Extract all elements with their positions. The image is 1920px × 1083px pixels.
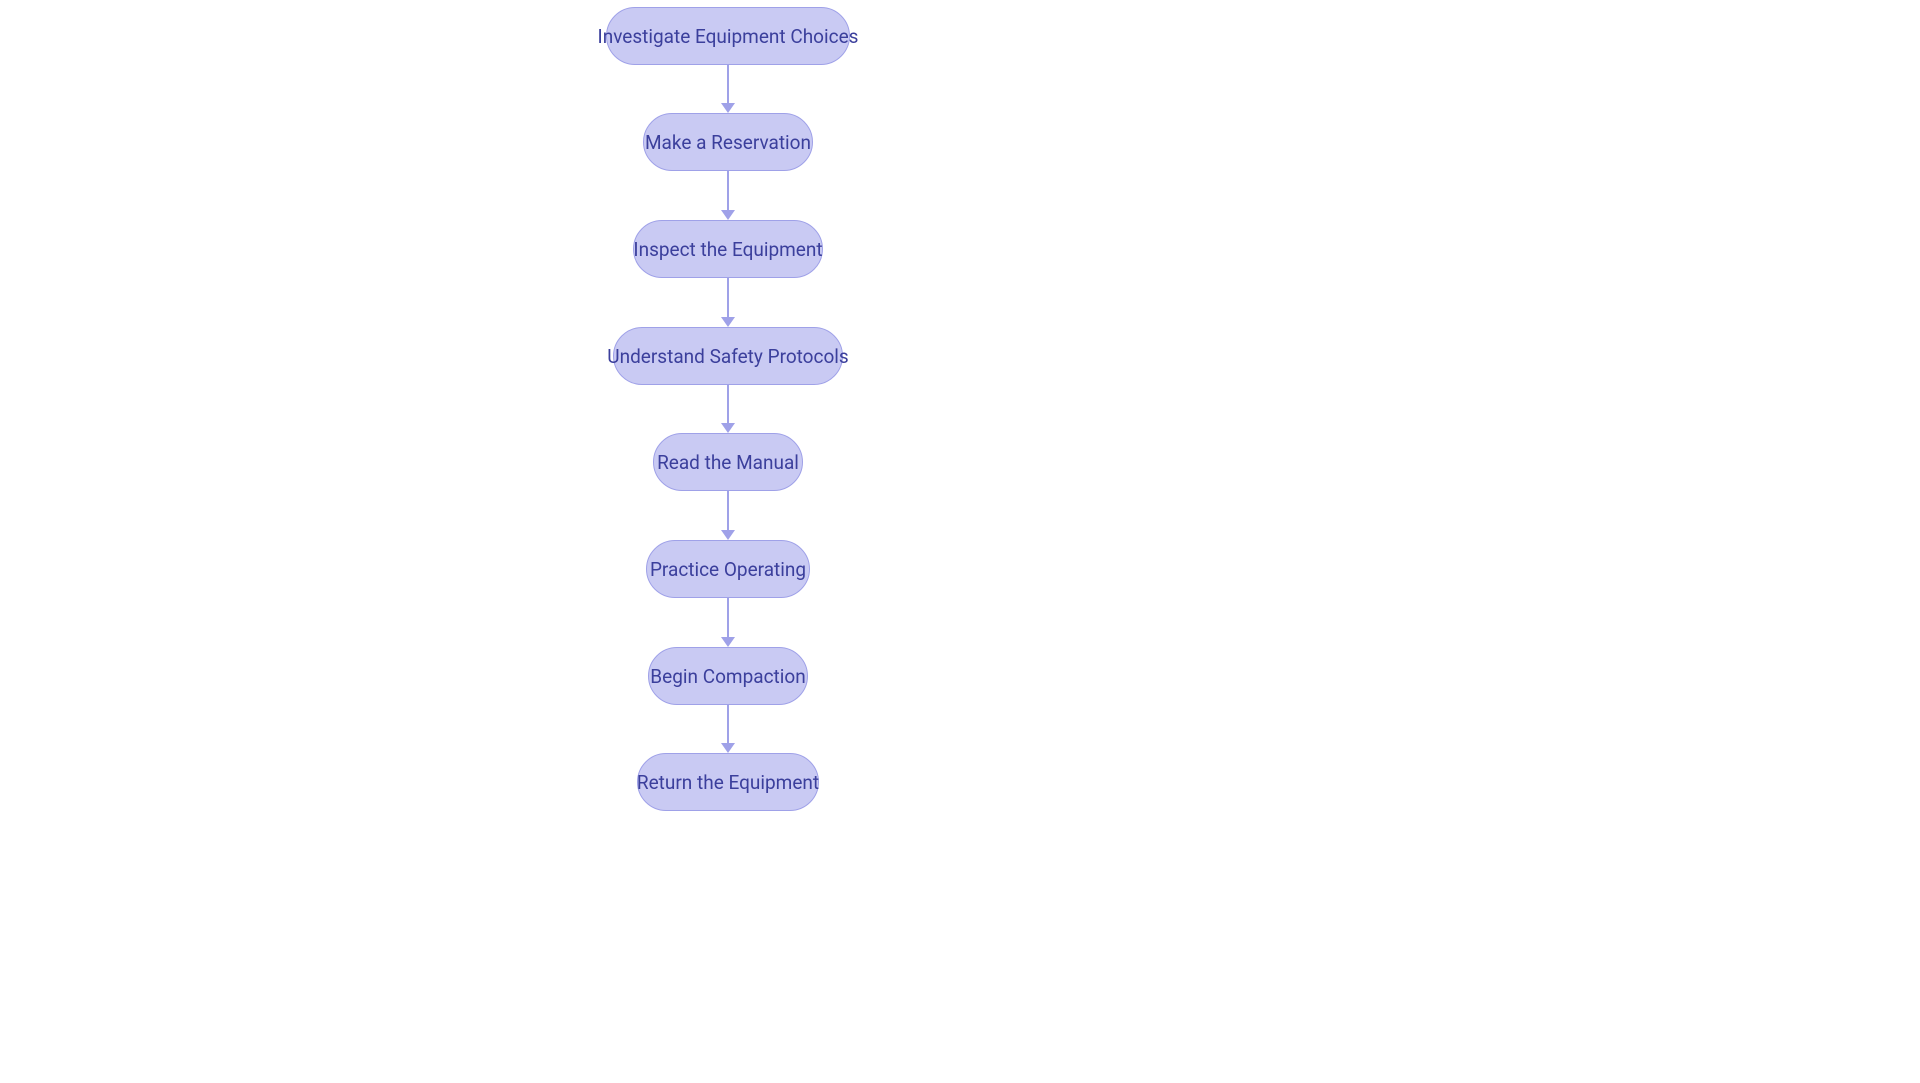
flow-edge-line: [727, 171, 729, 210]
flow-node-label: Investigate Equipment Choices: [598, 25, 859, 48]
flow-node-label: Return the Equipment: [637, 771, 819, 794]
flow-node: Return the Equipment: [637, 753, 819, 811]
flow-node: Understand Safety Protocols: [613, 327, 843, 385]
flowchart-canvas: Investigate Equipment Choices Make a Rese…: [0, 0, 1920, 1083]
flow-node-label: Make a Reservation: [645, 131, 811, 154]
flow-node: Make a Reservation: [643, 113, 813, 171]
flow-edge-arrow: [721, 743, 735, 753]
flow-node: Read the Manual: [653, 433, 803, 491]
flow-node-label: Read the Manual: [657, 451, 799, 474]
flow-edge-arrow: [721, 210, 735, 220]
flow-edge-line: [727, 598, 729, 637]
flow-edge-line: [727, 705, 729, 743]
flow-edge-arrow: [721, 637, 735, 647]
flow-node-label: Inspect the Equipment: [633, 238, 822, 261]
flow-edge-arrow: [721, 530, 735, 540]
flow-node: Inspect the Equipment: [633, 220, 823, 278]
flow-edge-line: [727, 491, 729, 530]
flow-node-label: Begin Compaction: [650, 665, 805, 688]
flow-edge-arrow: [721, 423, 735, 433]
flow-node-label: Understand Safety Protocols: [607, 345, 848, 368]
flow-edge-arrow: [721, 103, 735, 113]
flow-node: Investigate Equipment Choices: [606, 7, 850, 65]
flow-node: Practice Operating: [646, 540, 810, 598]
flow-node-label: Practice Operating: [650, 558, 806, 581]
flow-edge-line: [727, 278, 729, 317]
flow-edge-arrow: [721, 317, 735, 327]
flow-node: Begin Compaction: [648, 647, 808, 705]
flow-edge-line: [727, 385, 729, 423]
flow-edge-line: [727, 65, 729, 103]
